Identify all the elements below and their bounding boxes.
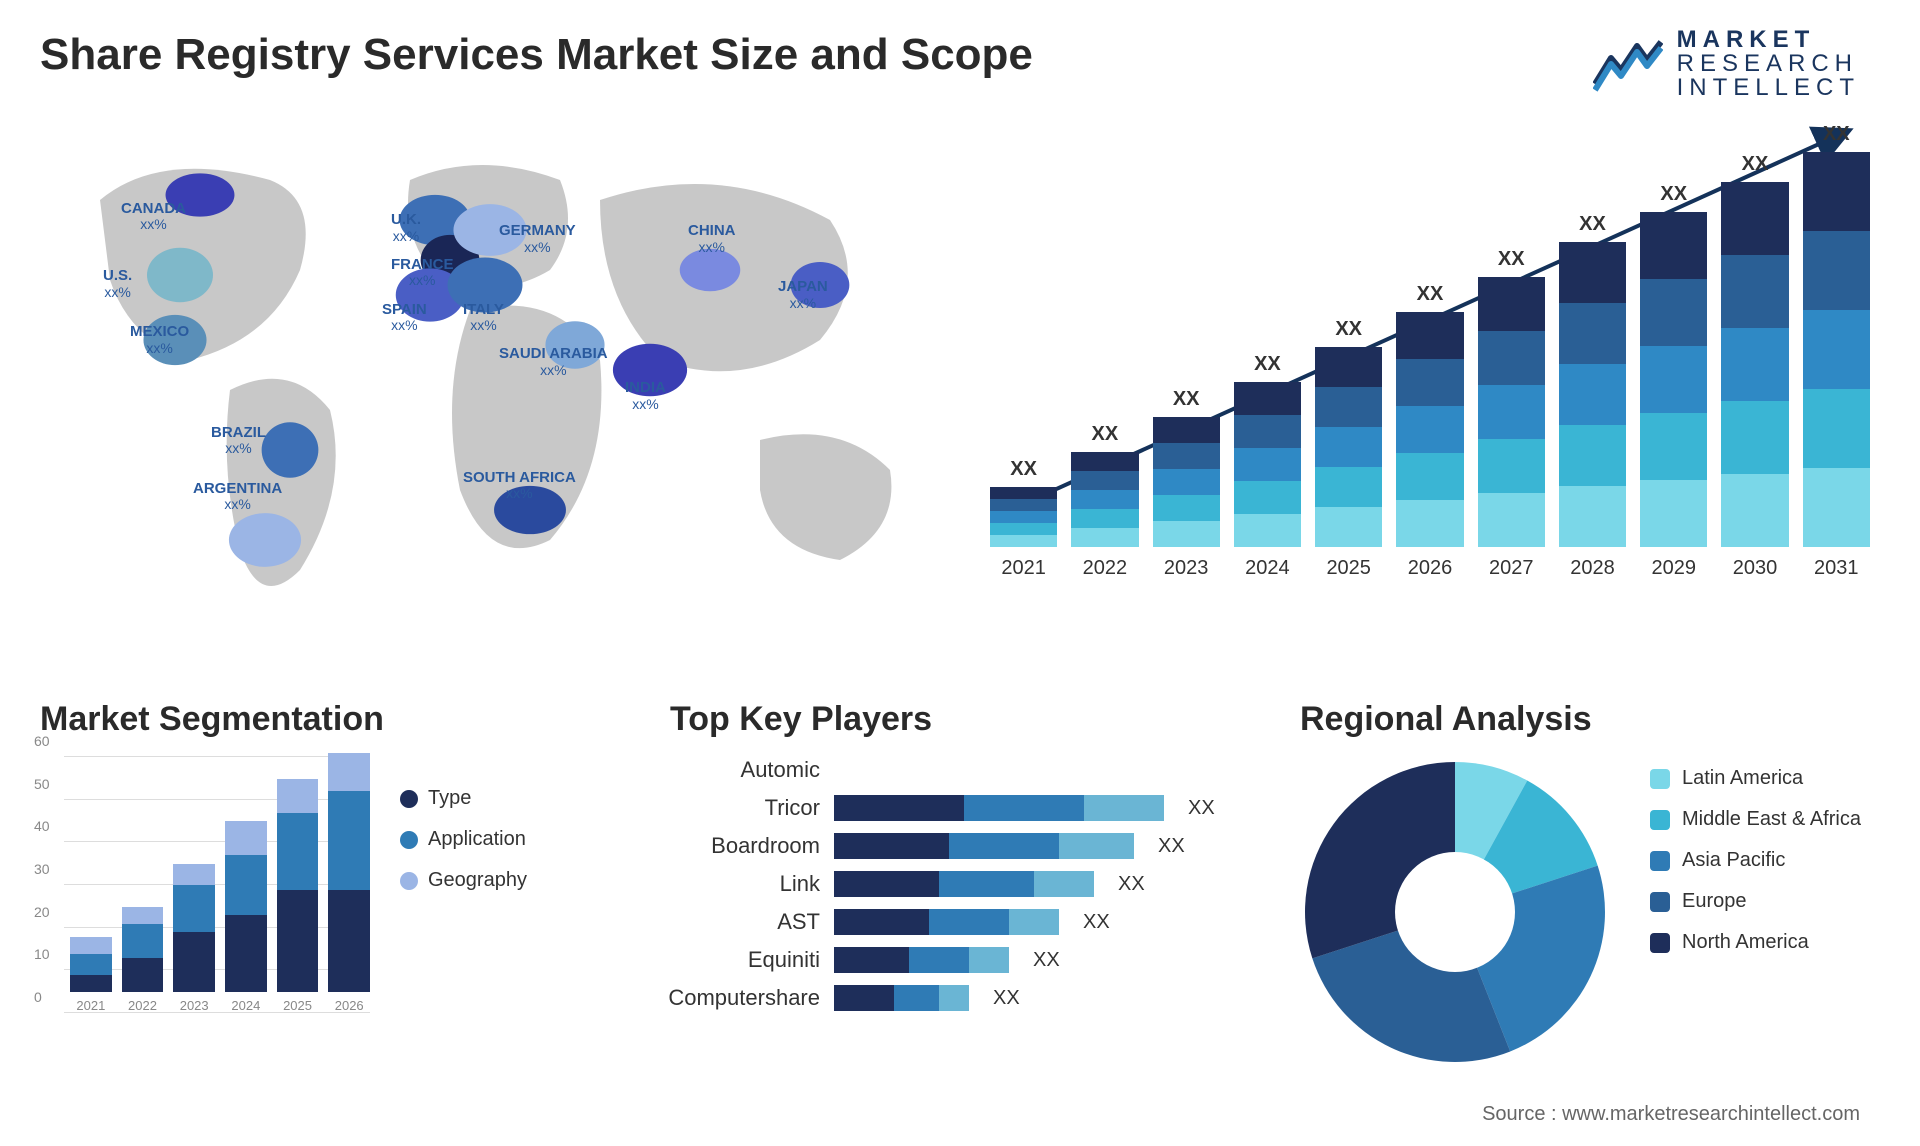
map-label-brazil: BRAZILxx% (211, 425, 266, 457)
size-bar-2025: XX2025 (1315, 318, 1382, 580)
segmentation-panel: Market Segmentation 01020304050602021202… (40, 700, 620, 1067)
market-size-chart: XX2021XX2022XX2023XX2024XX2025XX2026XX20… (980, 100, 1880, 660)
regional-title: Regional Analysis (1300, 700, 1880, 739)
logo-line3: INTELLECT (1677, 76, 1860, 100)
key-players-panel: Top Key Players AutomicTricorXXBoardroom… (670, 700, 1250, 1067)
reg-legend-asia-pacific: Asia Pacific (1650, 849, 1861, 872)
seg-legend-application: Application (400, 828, 527, 851)
brand-logo: MARKET RESEARCH INTELLECT (1593, 28, 1860, 100)
seg-bar-2022: 2022 (122, 907, 164, 1013)
seg-bar-2025: 2025 (277, 779, 319, 1013)
key-players-title: Top Key Players (670, 700, 1250, 739)
seg-bar-2026: 2026 (328, 753, 370, 1013)
reg-legend-middle-east-africa: Middle East & Africa (1650, 808, 1861, 831)
map-label-canada: CANADAxx% (121, 201, 186, 233)
map-label-saudi-arabia: SAUDI ARABIAxx% (499, 346, 608, 378)
seg-bar-2021: 2021 (70, 937, 112, 1013)
map-label-italy: ITALYxx% (463, 302, 504, 334)
size-bar-2023: XX2023 (1153, 388, 1220, 580)
logo-mark-icon (1593, 36, 1663, 92)
map-label-china: CHINAxx% (688, 223, 736, 255)
world-map-svg (40, 100, 940, 660)
map-label-u.k.: U.K.xx% (391, 212, 421, 244)
segmentation-chart: 0102030405060202120222023202420252026 (40, 757, 370, 1037)
logo-line2: RESEARCH (1677, 52, 1860, 76)
regional-donut (1300, 757, 1610, 1067)
logo-line1: MARKET (1677, 28, 1860, 52)
segmentation-title: Market Segmentation (40, 700, 620, 739)
kp-row-boardroom: BoardroomXX (650, 833, 1250, 859)
size-bar-2029: XX2029 (1640, 183, 1707, 580)
map-label-mexico: MEXICOxx% (130, 324, 189, 356)
size-bar-2026: XX2026 (1396, 283, 1463, 580)
reg-legend-latin-america: Latin America (1650, 767, 1861, 790)
regional-panel: Regional Analysis Latin America Middle Ea… (1300, 700, 1880, 1067)
kp-row-link: LinkXX (650, 871, 1250, 897)
size-bar-2030: XX2030 (1721, 153, 1788, 580)
size-bar-2024: XX2024 (1234, 353, 1301, 580)
map-label-spain: SPAINxx% (382, 302, 427, 334)
size-bar-2022: XX2022 (1071, 423, 1138, 580)
kp-row-equiniti: EquinitiXX (650, 947, 1250, 973)
kp-row-automic: Automic (650, 757, 1250, 783)
kp-row-computershare: ComputershareXX (650, 985, 1250, 1011)
seg-legend-type: Type (400, 787, 527, 810)
size-bar-2021: XX2021 (990, 458, 1057, 580)
map-label-germany: GERMANYxx% (499, 223, 576, 255)
map-label-south-africa: SOUTH AFRICAxx% (463, 470, 576, 502)
source-attribution: Source : www.marketresearchintellect.com (1482, 1103, 1860, 1126)
seg-legend-geography: Geography (400, 869, 527, 892)
kp-row-tricor: TricorXX (650, 795, 1250, 821)
segmentation-legend: Type Application Geography (400, 757, 527, 1037)
reg-legend-europe: Europe (1650, 890, 1861, 913)
regional-legend: Latin America Middle East & Africa Asia Pa… (1650, 757, 1861, 954)
seg-bar-2024: 2024 (225, 821, 267, 1013)
kp-row-ast: ASTXX (650, 909, 1250, 935)
key-players-chart: Automic TricorXX BoardroomXX LinkXX ASTXX Equ… (650, 757, 1250, 1011)
map-label-japan: JAPANxx% (778, 279, 828, 311)
reg-legend-north-america: North America (1650, 931, 1861, 954)
seg-bar-2023: 2023 (173, 864, 215, 1013)
map-label-u.s.: U.S.xx% (103, 268, 132, 300)
map-label-france: FRANCExx% (391, 257, 454, 289)
size-bar-2031: XX2031 (1803, 123, 1870, 580)
map-label-india: INDIAxx% (625, 380, 666, 412)
world-map: CANADAxx% U.S.xx% MEXICOxx% BRAZILxx% ARGENT… (40, 100, 940, 660)
size-bar-2028: XX2028 (1559, 213, 1626, 580)
size-bar-2027: XX2027 (1478, 248, 1545, 580)
map-label-argentina: ARGENTINAxx% (193, 481, 282, 513)
